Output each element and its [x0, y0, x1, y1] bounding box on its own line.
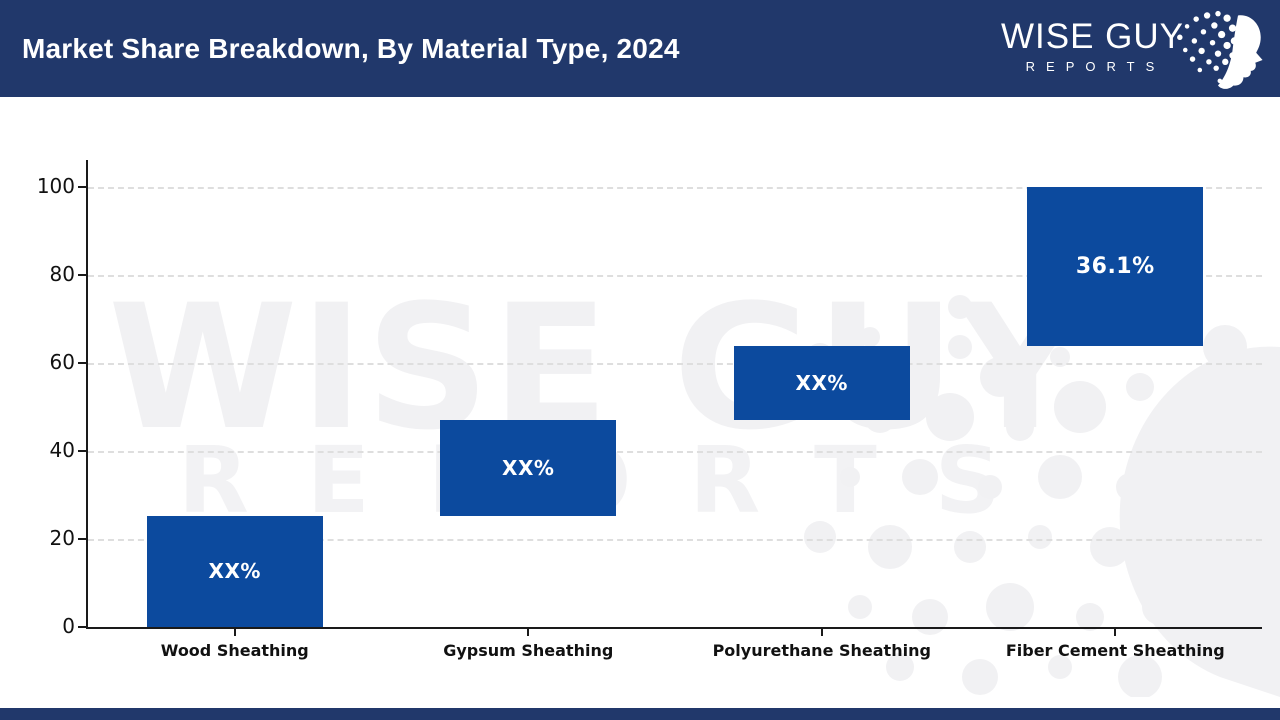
x-tick-mark	[1114, 629, 1117, 636]
y-axis-tick-label: 100	[36, 173, 75, 198]
header-bar: Market Share Breakdown, By Material Type…	[0, 0, 1280, 97]
y-axis-tick-label: 40	[49, 437, 75, 462]
y-axis-tick-label: 60	[49, 349, 75, 374]
y-tick-mark	[78, 185, 86, 188]
x-axis-line	[86, 627, 1262, 629]
wise-guy-reports-logo: WISE GUY REPORTS	[1001, 8, 1263, 90]
x-axis-category-label: Wood Sheathing	[160, 641, 309, 660]
y-axis-tick-label: 0	[62, 614, 75, 638]
chart-area: WISE GUY REPORTS 0 20 40 60 80 100 XX% Wood Sh	[0, 97, 1280, 708]
y-tick-mark	[78, 273, 86, 276]
gridline-y40	[88, 450, 1262, 453]
y-tick-mark	[78, 537, 86, 540]
chart-title: Market Share Breakdown, By Material Type…	[22, 32, 680, 64]
bar-value-label: XX%	[208, 559, 261, 584]
x-tick-mark	[233, 629, 236, 636]
footer-bar	[0, 708, 1280, 720]
face-profile-icon	[1177, 10, 1263, 89]
y-axis-tick-label: 20	[49, 525, 75, 550]
gridline-y100	[88, 186, 1262, 189]
y-axis-tick-label: 80	[49, 261, 75, 286]
bar-value-label: 36.1%	[1075, 253, 1155, 279]
waterfall-bar-4: 36.1%	[1027, 186, 1204, 346]
bar-value-label: XX%	[795, 370, 848, 395]
logo-subtitle: REPORTS	[1025, 58, 1166, 74]
y-tick-mark	[78, 361, 86, 364]
watermark-face-dots	[804, 285, 1280, 697]
gridline-y20	[88, 538, 1262, 541]
x-tick-mark	[527, 629, 530, 636]
bar-value-label: XX%	[502, 455, 555, 480]
x-axis-category-label: Fiber Cement Sheathing	[1005, 641, 1225, 660]
y-tick-mark	[78, 449, 86, 452]
x-axis-category-label: Polyurethane Sheathing	[712, 641, 931, 660]
logo-text: WISE GUY REPORTS	[1000, 17, 1184, 74]
gridline-y80	[88, 274, 1262, 277]
logo-wordmark: WISE GUY	[1000, 17, 1184, 56]
y-axis-line	[86, 159, 88, 629]
waterfall-bar-3: XX%	[733, 345, 910, 420]
waterfall-bar-2: XX%	[440, 419, 617, 516]
waterfall-bar-1: XX%	[146, 515, 323, 627]
y-tick-mark	[78, 626, 86, 628]
x-axis-category-label: Gypsum Sheathing	[443, 641, 614, 660]
x-tick-mark	[820, 629, 823, 636]
gridline-y60	[88, 362, 1262, 365]
